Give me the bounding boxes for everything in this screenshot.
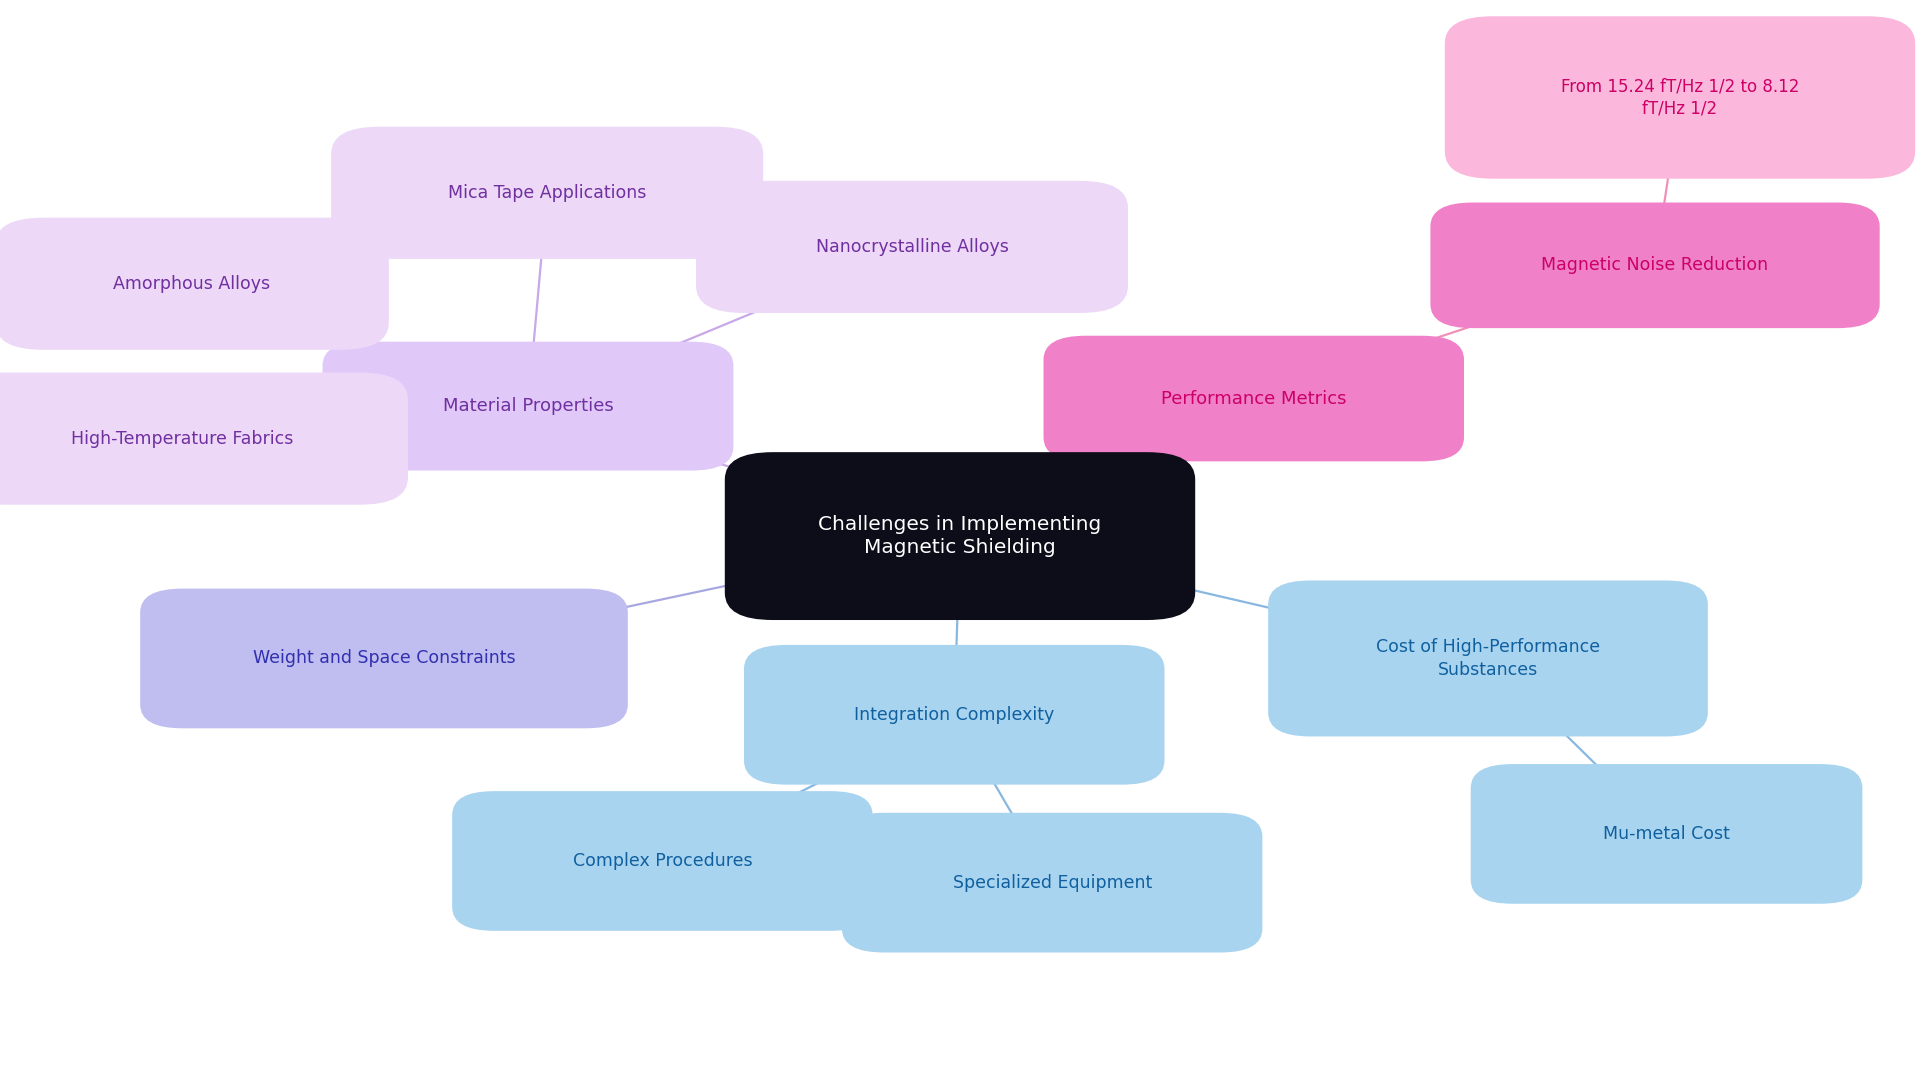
Text: Performance Metrics: Performance Metrics <box>1162 390 1346 407</box>
FancyBboxPatch shape <box>695 181 1127 313</box>
Text: Mica Tape Applications: Mica Tape Applications <box>447 184 647 201</box>
Text: High-Temperature Fabrics: High-Temperature Fabrics <box>71 430 294 447</box>
FancyBboxPatch shape <box>451 791 872 931</box>
Text: Specialized Equipment: Specialized Equipment <box>952 874 1152 891</box>
Text: Cost of High-Performance
Substances: Cost of High-Performance Substances <box>1377 638 1599 679</box>
FancyBboxPatch shape <box>0 218 388 350</box>
Text: Challenges in Implementing
Magnetic Shielding: Challenges in Implementing Magnetic Shie… <box>818 514 1102 558</box>
Text: Magnetic Noise Reduction: Magnetic Noise Reduction <box>1542 257 1768 274</box>
Text: Material Properties: Material Properties <box>444 397 612 415</box>
FancyBboxPatch shape <box>323 342 733 470</box>
FancyBboxPatch shape <box>841 812 1263 953</box>
Text: Complex Procedures: Complex Procedures <box>572 852 753 870</box>
FancyBboxPatch shape <box>1430 203 1880 328</box>
Text: Weight and Space Constraints: Weight and Space Constraints <box>253 650 515 667</box>
FancyBboxPatch shape <box>1267 580 1709 736</box>
FancyBboxPatch shape <box>0 373 407 505</box>
FancyBboxPatch shape <box>1444 16 1914 179</box>
Text: Amorphous Alloys: Amorphous Alloys <box>113 275 271 292</box>
Text: From 15.24 fT/Hz 1/2 to 8.12
fT/Hz 1/2: From 15.24 fT/Hz 1/2 to 8.12 fT/Hz 1/2 <box>1561 77 1799 118</box>
FancyBboxPatch shape <box>1471 765 1862 903</box>
FancyBboxPatch shape <box>330 127 762 259</box>
Text: Nanocrystalline Alloys: Nanocrystalline Alloys <box>816 238 1008 256</box>
FancyBboxPatch shape <box>140 589 628 728</box>
FancyBboxPatch shape <box>743 645 1164 784</box>
FancyBboxPatch shape <box>724 453 1194 619</box>
Text: Integration Complexity: Integration Complexity <box>854 706 1054 723</box>
Text: Mu-metal Cost: Mu-metal Cost <box>1603 825 1730 843</box>
FancyBboxPatch shape <box>1044 336 1463 461</box>
